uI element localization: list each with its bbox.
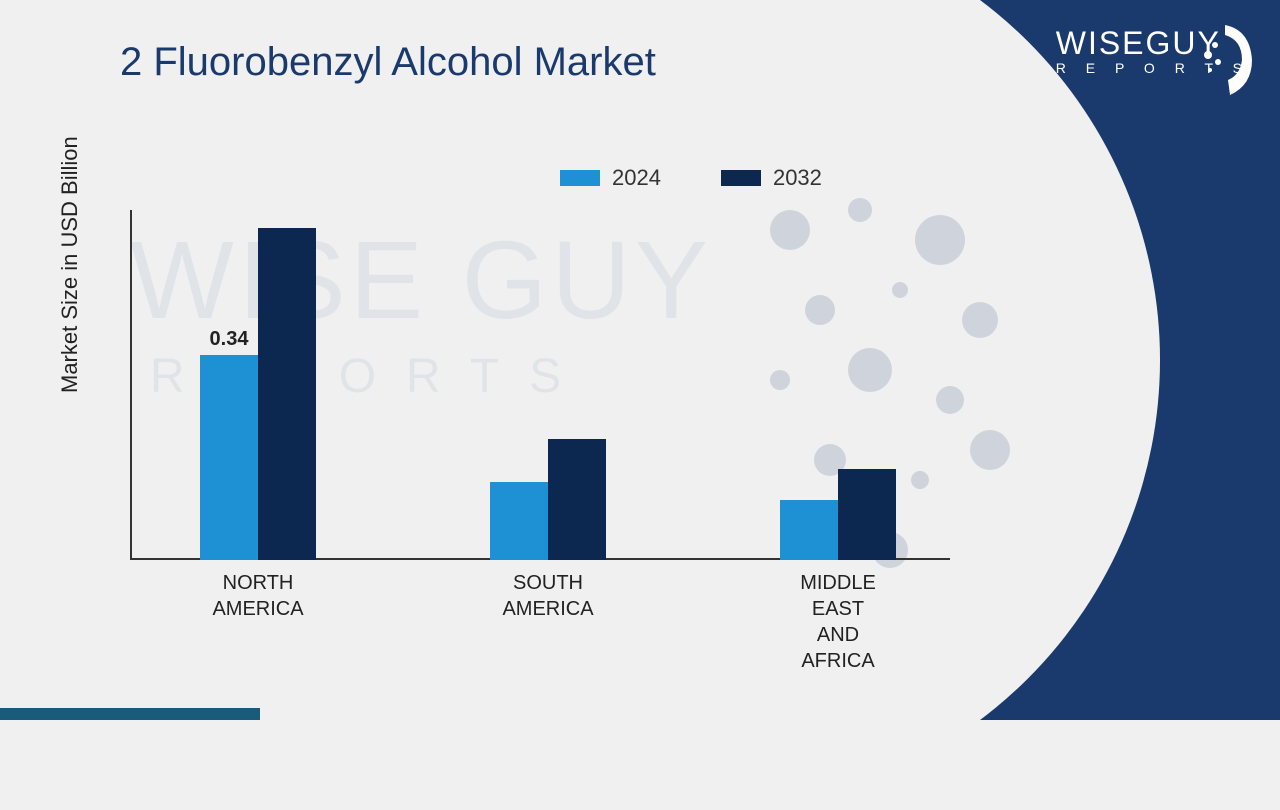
bottom-accent-bar bbox=[0, 708, 260, 720]
y-axis-label: Market Size in USD Billion bbox=[57, 136, 83, 393]
legend-swatch-2024 bbox=[560, 170, 600, 186]
legend: 2024 2032 bbox=[560, 165, 822, 191]
bar-group: 0.34NORTH AMERICA bbox=[200, 228, 316, 560]
chart-title: 2 Fluorobenzyl Alcohol Market bbox=[120, 40, 656, 85]
bar bbox=[490, 482, 548, 560]
bar: 0.34 bbox=[200, 355, 258, 560]
y-axis-line bbox=[130, 210, 132, 560]
legend-swatch-2032 bbox=[721, 170, 761, 186]
x-axis-label: SOUTH AMERICA bbox=[502, 570, 593, 622]
legend-item-2024: 2024 bbox=[560, 165, 661, 191]
legend-item-2032: 2032 bbox=[721, 165, 822, 191]
chart-area: 0.34NORTH AMERICA SOUTH AMERICA MIDDLE EAS… bbox=[130, 210, 950, 560]
bar bbox=[548, 439, 606, 560]
bar-group: MIDDLE EAST AND AFRICA bbox=[780, 469, 896, 560]
bar bbox=[258, 228, 316, 560]
bar bbox=[838, 469, 896, 560]
x-axis-label: NORTH AMERICA bbox=[212, 570, 303, 622]
legend-label-2024: 2024 bbox=[612, 165, 661, 191]
bar bbox=[780, 500, 838, 560]
legend-label-2032: 2032 bbox=[773, 165, 822, 191]
bar-value-label: 0.34 bbox=[210, 328, 249, 351]
logo-head-icon bbox=[1190, 20, 1260, 100]
logo: WISEGUY R E P O R T S bbox=[1056, 25, 1250, 76]
bar-group: SOUTH AMERICA bbox=[490, 439, 606, 560]
x-axis-label: MIDDLE EAST AND AFRICA bbox=[800, 570, 876, 674]
